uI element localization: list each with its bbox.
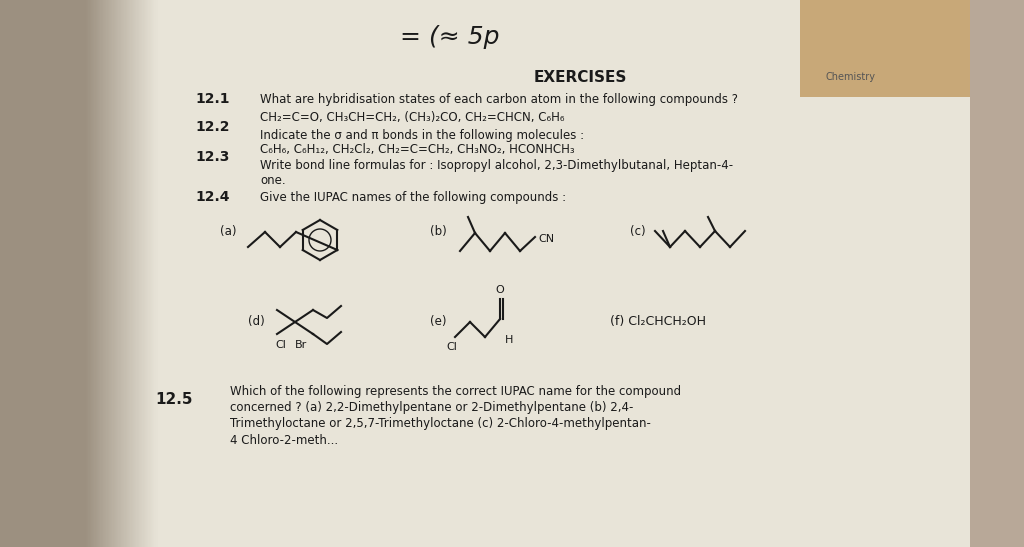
FancyBboxPatch shape [134, 0, 136, 547]
FancyBboxPatch shape [89, 0, 91, 547]
Text: Indicate the σ and π bonds in the following molecules :: Indicate the σ and π bonds in the follow… [260, 129, 584, 142]
FancyBboxPatch shape [800, 0, 1024, 97]
FancyBboxPatch shape [99, 0, 101, 547]
Text: 12.3: 12.3 [195, 150, 229, 164]
FancyBboxPatch shape [131, 0, 133, 547]
FancyBboxPatch shape [120, 0, 122, 547]
Text: (d): (d) [248, 316, 265, 329]
FancyBboxPatch shape [970, 0, 1024, 547]
Text: C₆H₆, C₆H₁₂, CH₂Cl₂, CH₂=C=CH₂, CH₃NO₂, HCONHCH₃: C₆H₆, C₆H₁₂, CH₂Cl₂, CH₂=C=CH₂, CH₃NO₂, … [260, 143, 574, 155]
FancyBboxPatch shape [111, 0, 114, 547]
Text: 12.5: 12.5 [155, 392, 193, 406]
Text: Write bond line formulas for : Isopropyl alcohol, 2,3-Dimethylbutanal, Heptan-4-: Write bond line formulas for : Isopropyl… [260, 159, 733, 172]
Text: (e): (e) [430, 316, 446, 329]
FancyBboxPatch shape [119, 0, 121, 547]
FancyBboxPatch shape [143, 0, 145, 547]
FancyBboxPatch shape [150, 0, 152, 547]
Text: concerned ? (a) 2,2-Dimethylpentane or 2-Dimethylpentane (b) 2,4-: concerned ? (a) 2,2-Dimethylpentane or 2… [230, 401, 634, 415]
FancyBboxPatch shape [156, 0, 158, 547]
FancyBboxPatch shape [141, 0, 143, 547]
FancyBboxPatch shape [115, 0, 117, 547]
Text: Br: Br [295, 340, 307, 350]
FancyBboxPatch shape [136, 0, 138, 547]
FancyBboxPatch shape [151, 0, 153, 547]
FancyBboxPatch shape [145, 0, 148, 547]
Text: EXERCISES: EXERCISES [534, 69, 627, 84]
FancyBboxPatch shape [144, 0, 146, 547]
Text: CN: CN [538, 234, 554, 244]
Text: H: H [505, 335, 513, 345]
FancyBboxPatch shape [109, 0, 111, 547]
FancyBboxPatch shape [108, 0, 110, 547]
FancyBboxPatch shape [114, 0, 116, 547]
Text: O: O [496, 285, 505, 295]
FancyBboxPatch shape [123, 0, 125, 547]
FancyBboxPatch shape [122, 0, 124, 547]
FancyBboxPatch shape [102, 0, 104, 547]
FancyBboxPatch shape [137, 0, 139, 547]
FancyBboxPatch shape [86, 0, 88, 547]
Text: 12.4: 12.4 [195, 190, 229, 204]
FancyBboxPatch shape [85, 0, 87, 547]
Text: Cl: Cl [275, 340, 287, 350]
FancyBboxPatch shape [128, 0, 130, 547]
Text: Trimethyloctane or 2,5,7-Trimethyloctane (c) 2-Chloro-4-methylpentan-: Trimethyloctane or 2,5,7-Trimethyloctane… [230, 417, 651, 430]
FancyBboxPatch shape [92, 0, 94, 547]
Text: 4 Chloro-2-meth...: 4 Chloro-2-meth... [230, 434, 338, 446]
Text: (f) Cl₂CHCH₂OH: (f) Cl₂CHCH₂OH [610, 316, 706, 329]
Text: (a): (a) [220, 224, 237, 237]
FancyBboxPatch shape [93, 0, 95, 547]
FancyBboxPatch shape [95, 0, 97, 547]
FancyBboxPatch shape [135, 0, 137, 547]
FancyBboxPatch shape [106, 0, 109, 547]
FancyBboxPatch shape [155, 0, 157, 547]
FancyBboxPatch shape [126, 0, 128, 547]
Text: What are hybridisation states of each carbon atom in the following compounds ?: What are hybridisation states of each ca… [260, 92, 738, 106]
Text: 12.1: 12.1 [195, 92, 229, 106]
FancyBboxPatch shape [110, 0, 112, 547]
FancyBboxPatch shape [121, 0, 123, 547]
FancyBboxPatch shape [0, 0, 120, 547]
FancyBboxPatch shape [142, 0, 144, 547]
FancyBboxPatch shape [117, 0, 119, 547]
FancyBboxPatch shape [103, 0, 106, 547]
FancyBboxPatch shape [91, 0, 93, 547]
FancyBboxPatch shape [98, 0, 100, 547]
FancyBboxPatch shape [113, 0, 115, 547]
FancyBboxPatch shape [147, 0, 150, 547]
FancyBboxPatch shape [94, 0, 96, 547]
Text: = (≈ 5p: = (≈ 5p [400, 25, 500, 49]
FancyBboxPatch shape [154, 0, 156, 547]
FancyBboxPatch shape [148, 0, 151, 547]
Text: (c): (c) [630, 224, 645, 237]
FancyBboxPatch shape [130, 0, 132, 547]
FancyBboxPatch shape [133, 0, 135, 547]
FancyBboxPatch shape [152, 0, 154, 547]
Text: Cl: Cl [446, 342, 458, 352]
FancyBboxPatch shape [129, 0, 131, 547]
Text: (b): (b) [430, 224, 446, 237]
Text: Give the IUPAC names of the following compounds :: Give the IUPAC names of the following co… [260, 190, 566, 203]
FancyBboxPatch shape [138, 0, 140, 547]
FancyBboxPatch shape [96, 0, 98, 547]
Text: Chemistry: Chemistry [825, 72, 874, 82]
FancyBboxPatch shape [127, 0, 129, 547]
Text: one.: one. [260, 173, 286, 187]
FancyBboxPatch shape [101, 0, 103, 547]
FancyBboxPatch shape [105, 0, 108, 547]
Text: CH₂=C=O, CH₃CH=CH₂, (CH₃)₂CO, CH₂=CHCN, C₆H₆: CH₂=C=O, CH₃CH=CH₂, (CH₃)₂CO, CH₂=CHCN, … [260, 110, 564, 124]
FancyBboxPatch shape [85, 0, 1024, 547]
FancyBboxPatch shape [100, 0, 102, 547]
FancyBboxPatch shape [116, 0, 118, 547]
FancyBboxPatch shape [140, 0, 142, 547]
FancyBboxPatch shape [124, 0, 126, 547]
FancyBboxPatch shape [88, 0, 90, 547]
FancyBboxPatch shape [87, 0, 89, 547]
Text: Which of the following represents the correct IUPAC name for the compound: Which of the following represents the co… [230, 386, 681, 399]
Text: 12.2: 12.2 [195, 120, 229, 134]
